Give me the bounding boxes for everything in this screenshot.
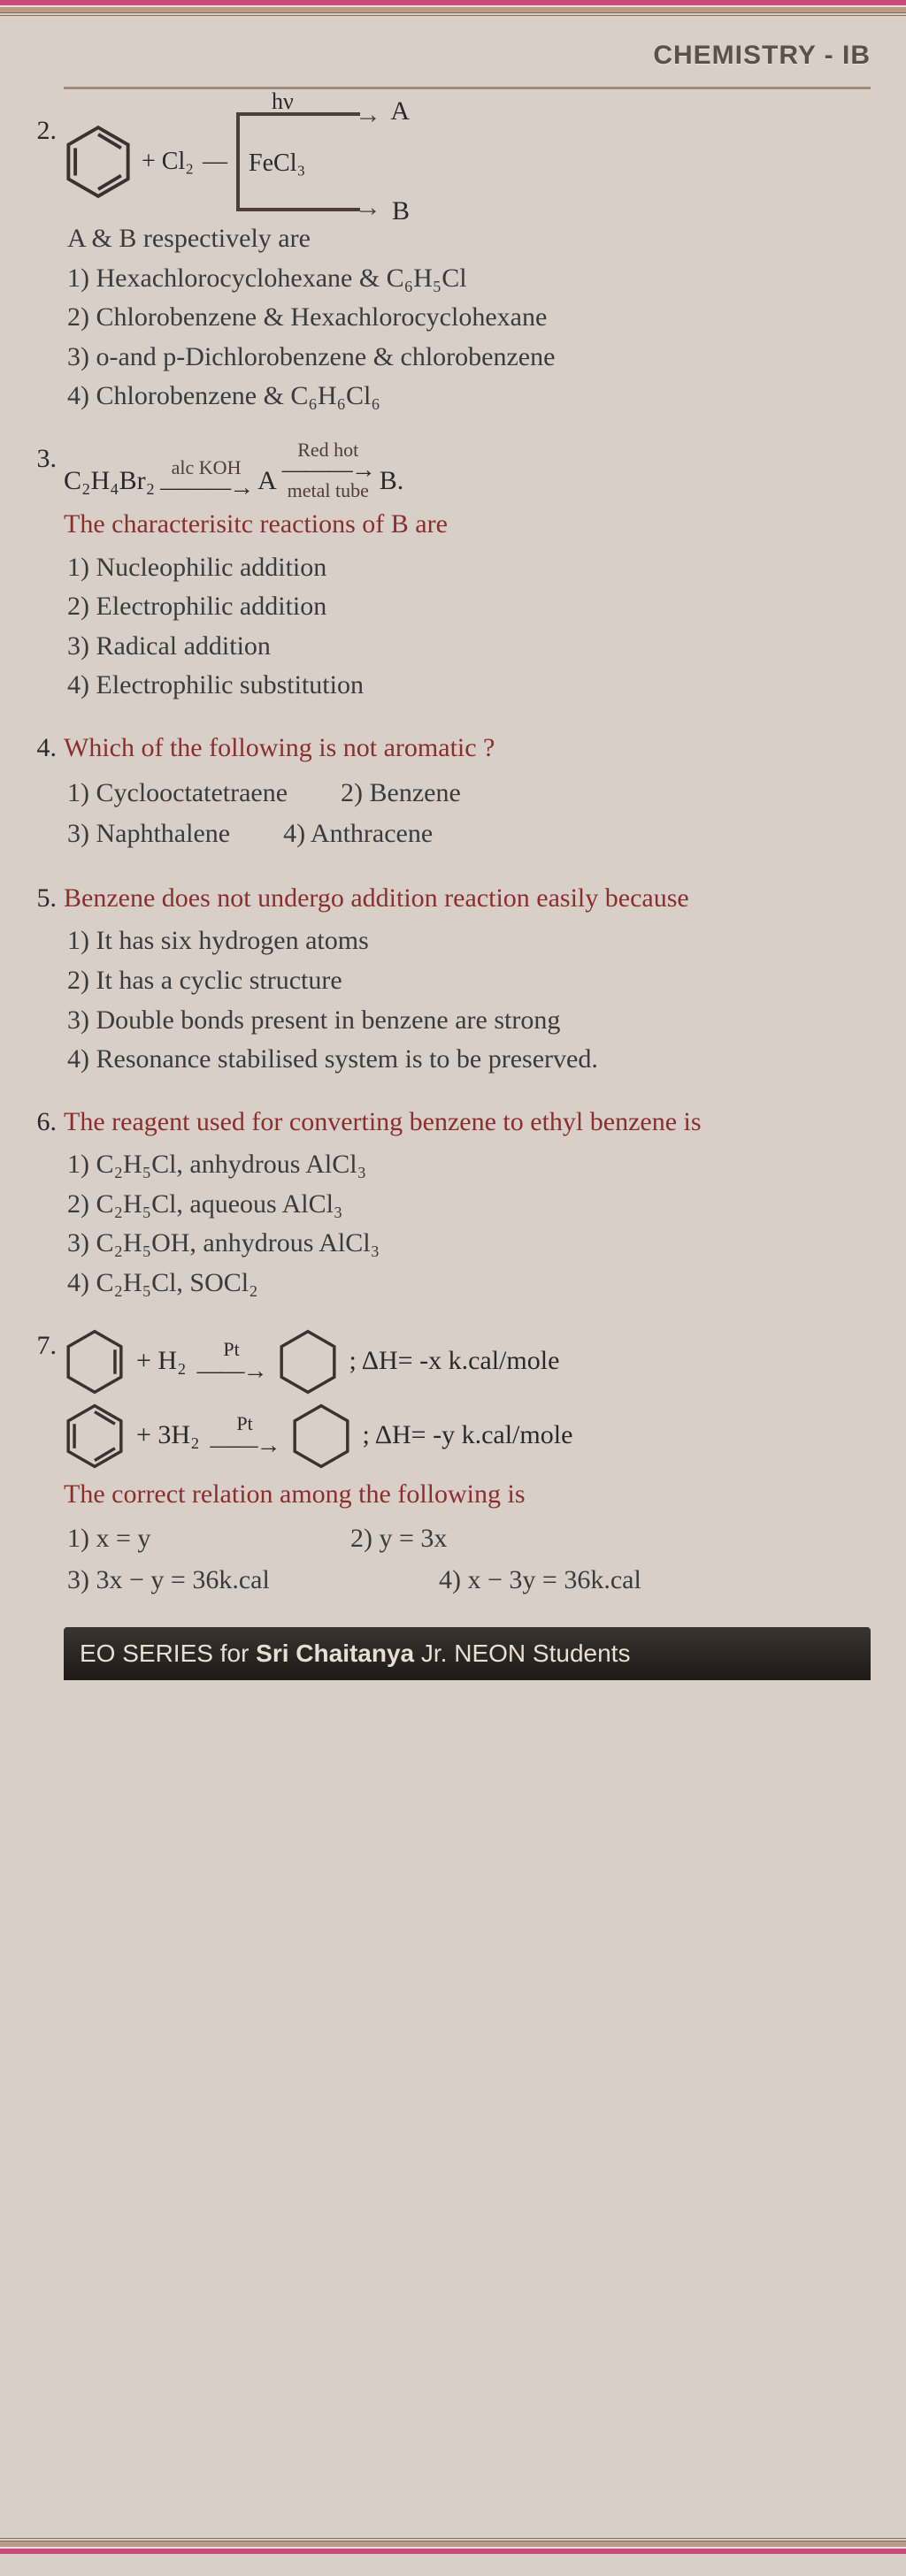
q2-product-b: B <box>392 193 410 231</box>
q5-opt-3: 3) Double bonds present in benzene are s… <box>67 1002 871 1040</box>
question-number: 7. <box>18 1327 57 1365</box>
q4-opt-3: 3) Naphthalene <box>67 815 230 853</box>
question-number: 3. <box>18 440 57 478</box>
q7-l1-cond: Pt <box>223 1340 239 1359</box>
q7-l1-plus: + H₂ <box>136 1342 187 1380</box>
question-7: 7. + H₂ Pt ——→ ; ΔH= -x k.cal/mole <box>64 1327 871 1601</box>
page-top-border <box>0 0 906 12</box>
benzene-icon <box>64 1402 126 1471</box>
q7-l1-dh: ; ΔH= -x k.cal/mole <box>349 1342 560 1380</box>
q2-opt-3: 3) o-and p-Dichlorobenzene & chlorobenze… <box>67 339 871 377</box>
q5-stem: Benzene does not undergo addition reacti… <box>64 880 871 918</box>
q7-opt-2: 2) y = 3x <box>350 1520 447 1558</box>
q2-dash: — <box>203 144 227 180</box>
q4-opt-1: 1) Cyclooctatetraene <box>67 775 288 813</box>
q2-product-a: A <box>390 93 410 131</box>
q4-opt-2: 2) Benzene <box>341 775 461 813</box>
q3-reactant: C₂H₄Br₂ <box>64 462 155 501</box>
q7-stem: The correct relation among the following… <box>64 1476 871 1514</box>
q2-reaction-scheme: + Cl₂ — hν → A FeCl₃ → B <box>64 112 871 211</box>
q7-reaction-1: + H₂ Pt ——→ ; ΔH= -x k.cal/mole <box>64 1327 871 1396</box>
question-number: 5. <box>18 880 57 918</box>
q5-opt-4: 4) Resonance stabilised system is to be … <box>67 1041 871 1079</box>
q3-opt-4: 4) Electrophilic substitution <box>67 667 871 705</box>
q7-reaction-2: + 3H₂ Pt ——→ ; ΔH= -y k.cal/mole <box>64 1402 871 1471</box>
q7-l2-cond: Pt <box>236 1414 252 1433</box>
q5-opt-2: 2) It has a cyclic structure <box>67 962 871 1000</box>
footer-bar: EO SERIES for Sri Chaitanya Jr. NEON Stu… <box>64 1627 871 1680</box>
arrow-icon: ——→ <box>197 1359 266 1384</box>
q7-opt-3: 3) 3x − y = 36k.cal <box>67 1562 386 1600</box>
page-content: CHEMISTRY - IB 2. + Cl₂ — hν → A FeCl₃ →… <box>0 12 906 2542</box>
question-6: 6. The reagent used for converting benze… <box>64 1104 871 1303</box>
q2-plus-cl2: + Cl₂ <box>142 144 194 180</box>
question-5: 5. Benzene does not undergo addition rea… <box>64 880 871 1079</box>
question-3: 3. C₂H₄Br₂ alc KOH ———→ A Red hot ———→ m… <box>64 440 871 705</box>
q7-l2-dh: ; ΔH= -y k.cal/mole <box>363 1417 573 1455</box>
footer-bold: Sri Chaitanya <box>256 1640 414 1667</box>
q4-stem: Which of the following is not aromatic ? <box>64 730 871 768</box>
cyclohexane-icon <box>277 1327 339 1396</box>
q3-product: B. <box>380 462 404 501</box>
q3-opt-3: 3) Radical addition <box>67 628 871 666</box>
q3-opt-1: 1) Nucleophilic addition <box>67 549 871 587</box>
q3-stem: The characterisitc reactions of B are <box>64 506 871 544</box>
q6-opt-4: 4) C₂H₅Cl, SOCl₂ <box>67 1265 871 1303</box>
q6-opt-2: 2) C₂H₅Cl, aqueous AlCl₃ <box>67 1186 871 1224</box>
q2-stem: A & B respectively are <box>67 220 871 258</box>
question-number: 4. <box>18 730 57 768</box>
q2-bracket: hν → A FeCl₃ → B <box>236 112 360 211</box>
arrow-icon: ———→ <box>160 476 252 501</box>
q6-opt-3: 3) C₂H₅OH, anhydrous AlCl₃ <box>67 1225 871 1263</box>
q5-opt-1: 1) It has six hydrogen atoms <box>67 922 871 960</box>
q7-l2-plus: + 3H₂ <box>136 1417 200 1455</box>
question-number: 2. <box>18 112 57 150</box>
page-header: CHEMISTRY - IB <box>64 41 871 89</box>
question-2: 2. + Cl₂ — hν → A FeCl₃ → B A & B respec… <box>64 112 871 416</box>
footer-right: Jr. NEON Students <box>414 1640 630 1667</box>
question-number: 6. <box>18 1104 57 1142</box>
q3-step2-cond-bot: metal tube <box>288 481 369 501</box>
cyclohexane-icon <box>290 1402 352 1471</box>
q7-opt-4: 4) x − 3y = 36k.cal <box>439 1562 641 1600</box>
q2-opt-4: 4) Chlorobenzene & C₆H₆Cl₆ <box>67 378 871 416</box>
q3-opt-2: 2) Electrophilic addition <box>67 588 871 626</box>
cyclohexene-icon <box>64 1327 126 1396</box>
page-bottom-border <box>0 2542 906 2554</box>
q2-fecl3-label: FeCl₃ <box>249 146 305 181</box>
q2-hv-label: hν <box>272 86 294 118</box>
q6-stem: The reagent used for converting benzene … <box>64 1104 871 1142</box>
q2-opt-2: 2) Chlorobenzene & Hexachlorocyclohexane <box>67 299 871 337</box>
q2-arrow-b: → <box>355 189 381 227</box>
q6-opt-1: 1) C₂H₅Cl, anhydrous AlCl₃ <box>67 1146 871 1184</box>
question-4: 4. Which of the following is not aromati… <box>64 730 871 855</box>
footer-left: EO SERIES for <box>80 1640 256 1667</box>
arrow-icon: ——→ <box>211 1433 280 1458</box>
benzene-icon <box>64 123 133 201</box>
q3-reaction: C₂H₄Br₂ alc KOH ———→ A Red hot ———→ meta… <box>64 440 871 501</box>
q3-intermediate: A <box>257 462 277 501</box>
q2-opt-1: 1) Hexachlorocyclohexane & C₆H₅Cl <box>67 260 871 298</box>
q4-opt-4: 4) Anthracene <box>283 815 433 853</box>
q2-arrow-a: → <box>355 96 381 134</box>
q7-opt-1: 1) x = y <box>67 1520 297 1558</box>
